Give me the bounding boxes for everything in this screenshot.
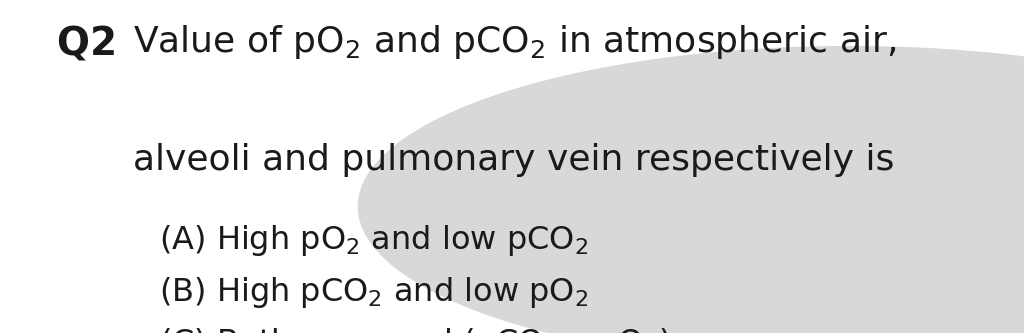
Circle shape (358, 47, 1024, 333)
Text: (C) Both are equal $(\mathrm{pCO_2} = \mathrm{pO_2})$: (C) Both are equal $(\mathrm{pCO_2} = \m… (159, 326, 670, 333)
Text: (A) High $\mathrm{pO_2}$ and low $\mathrm{pCO_2}$: (A) High $\mathrm{pO_2}$ and low $\mathr… (159, 223, 588, 258)
Text: (B) High $\mathrm{pCO_2}$ and low $\mathrm{pO_2}$: (B) High $\mathrm{pCO_2}$ and low $\math… (159, 275, 588, 310)
Text: Value of $\mathrm{pO_2}$ and $\mathrm{pCO_2}$ in atmospheric air,: Value of $\mathrm{pO_2}$ and $\mathrm{pC… (133, 23, 896, 61)
Text: $\mathbf{Q2}$: $\mathbf{Q2}$ (56, 23, 115, 62)
Text: alveoli and pulmonary vein respectively is: alveoli and pulmonary vein respectively … (133, 143, 895, 177)
